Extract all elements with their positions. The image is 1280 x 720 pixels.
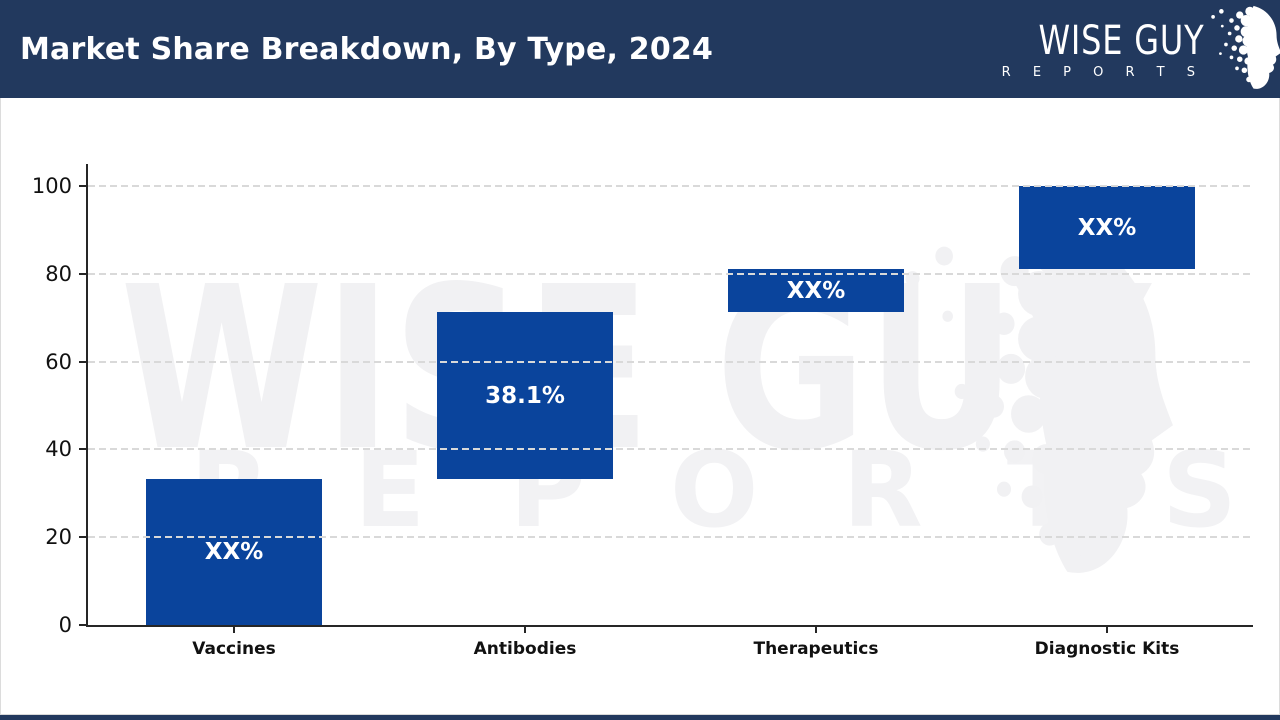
x-tick-therapeutics [815,627,817,633]
y-tick-label-0: 0 [58,613,72,637]
x-category-label-therapeutics: Therapeutics [753,639,879,659]
bar-value-label-antibodies: 38.1% [485,382,565,409]
y-tick-60 [79,361,86,363]
y-axis-spine [86,164,88,627]
x-category-label-diagnostic-kits: Diagnostic Kits [1034,639,1180,659]
x-axis-spine [86,625,1253,627]
logo-text: WISE GUY R E P O R T S [997,21,1204,80]
bar-value-label-diagnostic-kits: XX% [1077,214,1137,241]
bar-vaccines: XX% [146,479,322,625]
footer-band [0,715,1280,720]
y-tick-20 [79,536,86,538]
logo-subtitle: R E P O R T S [1001,65,1204,80]
y-tick-label-80: 80 [45,262,72,286]
x-category-label-antibodies: Antibodies [473,639,577,659]
header-band: Market Share Breakdown, By Type, 2024 WI… [0,0,1280,98]
logo-wordmark: WISE GUY [1038,18,1204,64]
x-category-label-vaccines: Vaccines [192,639,276,659]
wise-guy-logo: WISE GUY R E P O R T S [1000,0,1280,98]
bar-value-label-vaccines: XX% [204,539,264,565]
y-gridline-20 [88,536,1253,538]
x-tick-diagnostic-kits [1106,627,1108,633]
x-tick-antibodies [524,627,526,633]
page-title: Market Share Breakdown, By Type, 2024 [20,31,714,67]
bar-antibodies: 38.1% [437,312,613,479]
y-tick-80 [79,273,86,275]
y-tick-label-100: 100 [31,174,72,198]
bar-value-label-therapeutics: XX% [786,277,846,304]
y-gridline-40 [88,448,1253,450]
bar-therapeutics: XX% [728,269,904,312]
y-tick-label-60: 60 [45,350,72,374]
y-gridline-80 [88,273,1253,275]
y-tick-label-40: 40 [45,437,72,461]
x-tick-vaccines [233,627,235,633]
y-tick-40 [79,448,86,450]
y-gridline-60 [88,361,1253,363]
y-tick-label-20: 20 [45,525,72,549]
bar-diagnostic-kits: XX% [1019,186,1195,269]
wise-guy-head-icon [1191,4,1280,96]
y-gridline-100 [88,185,1253,187]
y-tick-100 [79,185,86,187]
bottom-hairline [0,714,1280,715]
y-tick-0 [79,624,86,626]
